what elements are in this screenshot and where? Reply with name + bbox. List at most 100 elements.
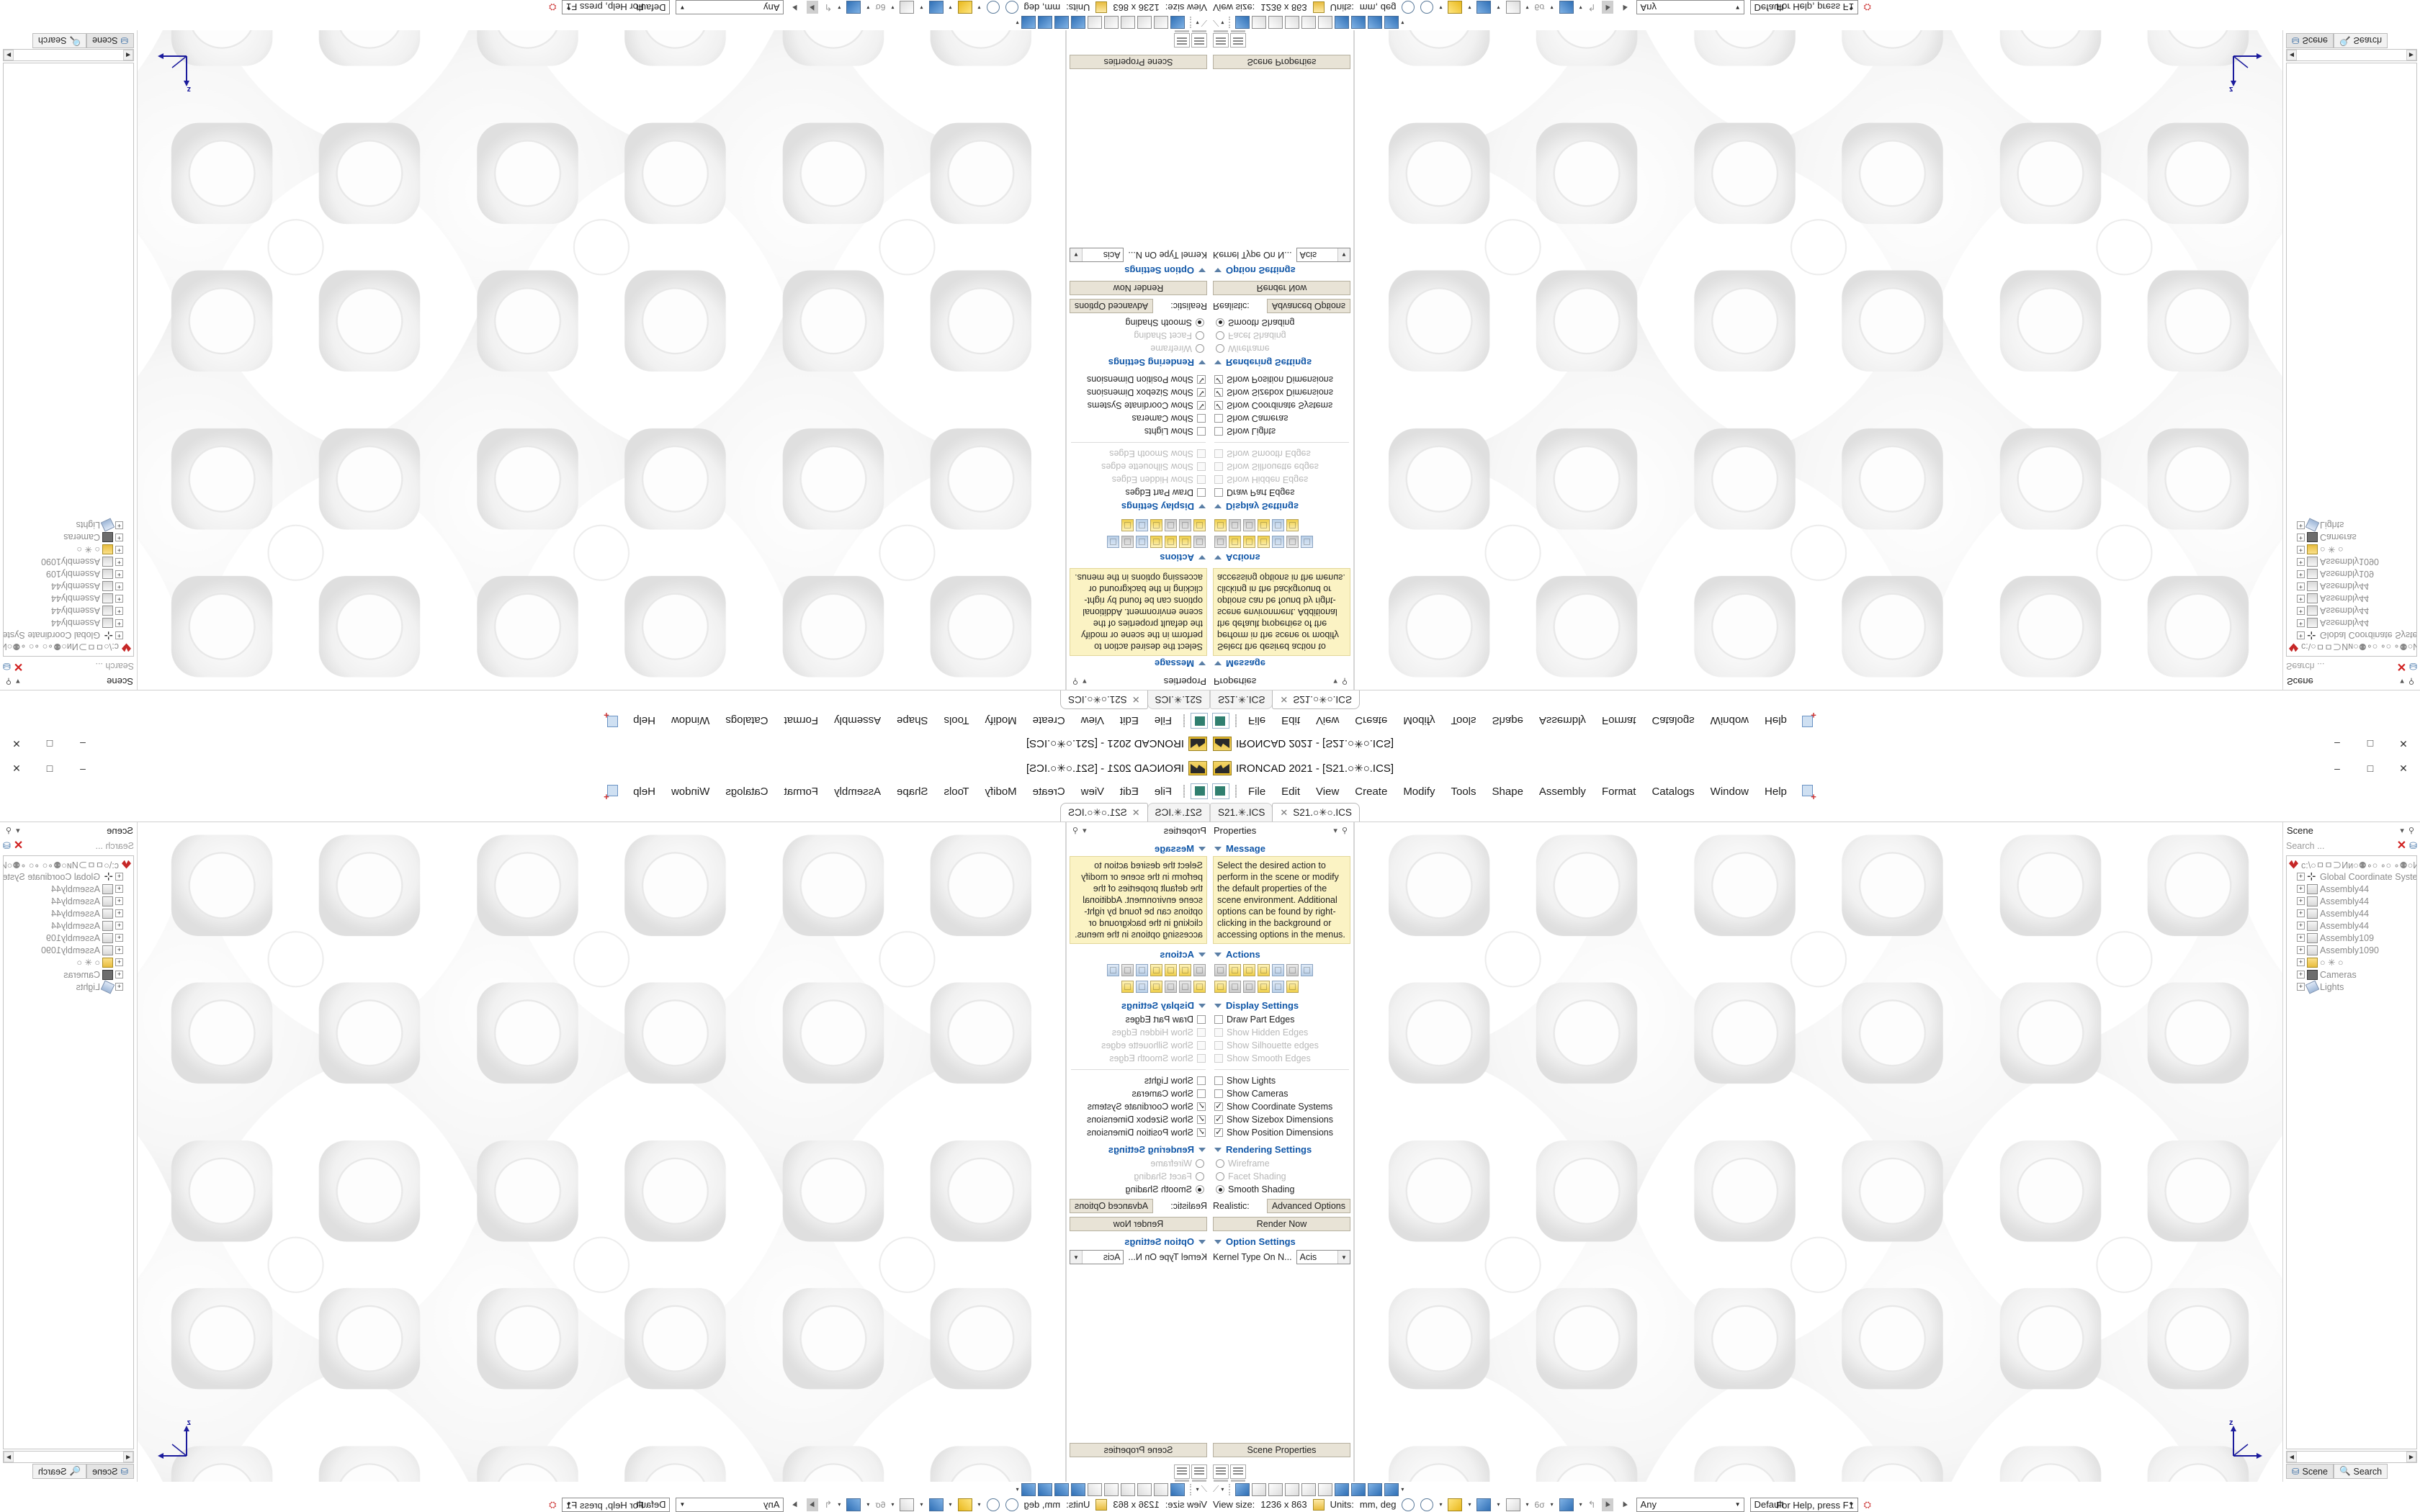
kernel-type-select[interactable]: Acis ▼: [1296, 1250, 1350, 1264]
document-tab[interactable]: S21.✳.ICS: [1147, 803, 1210, 822]
expand-icon[interactable]: +: [115, 922, 123, 930]
checkbox-box[interactable]: [1214, 1089, 1223, 1098]
actions-section-header[interactable]: Actions: [1070, 552, 1206, 563]
menu-item-create[interactable]: Create: [1032, 785, 1065, 798]
properties-tab-1[interactable]: [1191, 30, 1207, 48]
checkbox-box[interactable]: [1214, 401, 1223, 410]
camera-box-icon[interactable]: [1214, 981, 1227, 993]
menu-item-create[interactable]: Create: [1355, 714, 1388, 727]
tree-item-assembly[interactable]: + Assembly44: [2288, 895, 2415, 907]
tree-item-assembly[interactable]: + Assembly44: [2288, 919, 2415, 932]
structure-icon[interactable]: ⛭: [549, 2, 557, 14]
expand-icon[interactable]: +: [2297, 934, 2305, 942]
checkbox-box[interactable]: [1197, 1076, 1206, 1085]
tree-item-folder[interactable]: + ○ ✳ ○: [5, 956, 132, 968]
tree-item-assembly[interactable]: + Assembly44: [5, 605, 132, 617]
checkbox-draw-part-edges[interactable]: Draw Part Edges: [1070, 486, 1207, 499]
menu-item-catalogs[interactable]: Catalogs: [725, 714, 768, 727]
quick-access-icon[interactable]: [1212, 713, 1229, 729]
checkbox-box[interactable]: [1197, 488, 1206, 497]
display-mode-icon[interactable]: [846, 1, 861, 14]
chevron-down-icon[interactable]: ▾: [1525, 1501, 1529, 1508]
properties-tab-2[interactable]: [1230, 30, 1246, 48]
menu-item-shape[interactable]: Shape: [897, 785, 928, 798]
tree-item-folder[interactable]: + ○ ✳ ○: [5, 544, 132, 556]
coordinate-triad-icon[interactable]: [1136, 519, 1148, 531]
properties-tab-2[interactable]: [1174, 1464, 1190, 1482]
expand-icon[interactable]: +: [115, 897, 123, 905]
view-cube-back[interactable]: [1137, 16, 1152, 30]
tree-filter-icon[interactable]: ⛁: [3, 661, 11, 672]
view-cube-isometric[interactable]: [1170, 16, 1185, 30]
menu-item-edit[interactable]: Edit: [1119, 785, 1139, 798]
render-mode-icon[interactable]: [957, 1498, 972, 1511]
quick-access-icon[interactable]: [1191, 783, 1208, 799]
expand-icon[interactable]: +: [2297, 946, 2305, 954]
display-settings-section-header[interactable]: Display Settings: [1214, 1000, 1350, 1011]
chevron-down-icon[interactable]: ▾: [1550, 1501, 1554, 1508]
pin-icon[interactable]: ⚲: [6, 677, 12, 686]
coordinate-triad-icon[interactable]: [1272, 981, 1284, 993]
scene-tree[interactable]: c:\○ㅁㅁ⊃Ии○⚉∘○ ∘○ ∘⚉○Ии + Global Coordina…: [3, 63, 134, 657]
coordinate-triad-icon[interactable]: [1136, 981, 1148, 993]
new-document-icon[interactable]: [604, 714, 619, 728]
expand-icon[interactable]: +: [115, 607, 123, 615]
menu-item-tools[interactable]: Tools: [944, 714, 969, 727]
checkbox-box[interactable]: [1197, 1128, 1206, 1137]
view-cube-front[interactable]: [1153, 1482, 1168, 1496]
properties-tab-1[interactable]: [1213, 30, 1229, 48]
chevron-down-icon[interactable]: ▾: [1579, 4, 1582, 11]
chevron-down-icon[interactable]: ▾: [1439, 1501, 1443, 1508]
advanced-options-button[interactable]: Advanced Options: [1070, 1199, 1154, 1213]
tree-item-assembly[interactable]: + Assembly44: [5, 907, 132, 919]
checkbox-box[interactable]: [1197, 1102, 1206, 1111]
menu-item-window[interactable]: Window: [1710, 714, 1749, 727]
minimize-button[interactable]: –: [2334, 762, 2340, 774]
message-section-header[interactable]: Message: [1214, 843, 1350, 854]
render-mode-icon[interactable]: [1448, 1498, 1463, 1511]
pin-icon[interactable]: ⚲: [6, 826, 12, 835]
scene-tree-horizontal-scrollbar[interactable]: ◀ ▶: [3, 49, 134, 61]
menu-item-shape[interactable]: Shape: [897, 714, 928, 727]
expand-icon[interactable]: +: [2297, 595, 2305, 603]
grid-icon[interactable]: [1165, 981, 1177, 993]
revolve-icon[interactable]: [1243, 964, 1255, 976]
radio-smooth-shading[interactable]: Smooth Shading: [1070, 1183, 1207, 1196]
checkbox-box[interactable]: [1214, 1114, 1223, 1124]
tree-item-global-coordinate-system[interactable]: + Global Coordinate System: [3, 870, 132, 883]
render-settings-icon[interactable]: [1229, 981, 1241, 993]
maximize-button[interactable]: □: [46, 762, 53, 774]
checkbox-box[interactable]: [1214, 414, 1223, 423]
assembly-icon[interactable]: [1150, 519, 1162, 531]
pick-cursor-icon[interactable]: [789, 1, 801, 14]
structure-icon[interactable]: ⛭: [549, 1498, 557, 1510]
sweep-icon[interactable]: [1258, 964, 1270, 976]
tree-item-assembly1090[interactable]: + Assembly1090: [5, 944, 132, 956]
tree-item-assembly[interactable]: + Assembly44: [5, 895, 132, 907]
view-cube-bottom[interactable]: [1070, 1482, 1085, 1496]
scene-properties-button[interactable]: Scene Properties: [1213, 1443, 1350, 1457]
chevron-down-icon[interactable]: ▼: [1070, 1251, 1083, 1264]
expand-icon[interactable]: +: [2297, 534, 2305, 541]
new-document-icon[interactable]: [1801, 714, 1816, 728]
chevron-down-icon[interactable]: ▾: [949, 4, 952, 11]
menu-item-edit[interactable]: Edit: [1281, 714, 1301, 727]
checkbox-box[interactable]: [1214, 375, 1223, 384]
menu-item-tools[interactable]: Tools: [1451, 785, 1476, 798]
chevron-down-icon[interactable]: ▼: [1734, 4, 1741, 11]
checkbox-box[interactable]: [1214, 388, 1223, 397]
menu-item-view[interactable]: View: [1316, 785, 1340, 798]
tree-item-cameras[interactable]: + Cameras: [2288, 968, 2415, 981]
chevron-down-icon[interactable]: ▾: [1221, 1486, 1224, 1493]
checkbox-box[interactable]: [1197, 401, 1206, 410]
radio-button[interactable]: [1216, 318, 1224, 327]
radio-button[interactable]: [1196, 318, 1204, 327]
view-cube-10[interactable]: [1021, 1482, 1036, 1496]
zoom-out-icon[interactable]: [1420, 1, 1434, 14]
pin-icon[interactable]: ⚲: [1341, 677, 1348, 686]
menu-item-file[interactable]: File: [1154, 785, 1172, 798]
view-cube-front[interactable]: [1252, 16, 1267, 30]
properties-tab-2[interactable]: [1174, 30, 1190, 48]
rendering-settings-section-header[interactable]: Rendering Settings: [1214, 1144, 1350, 1155]
sketch-axis-icon[interactable]: ⟋: [1213, 1484, 1219, 1494]
